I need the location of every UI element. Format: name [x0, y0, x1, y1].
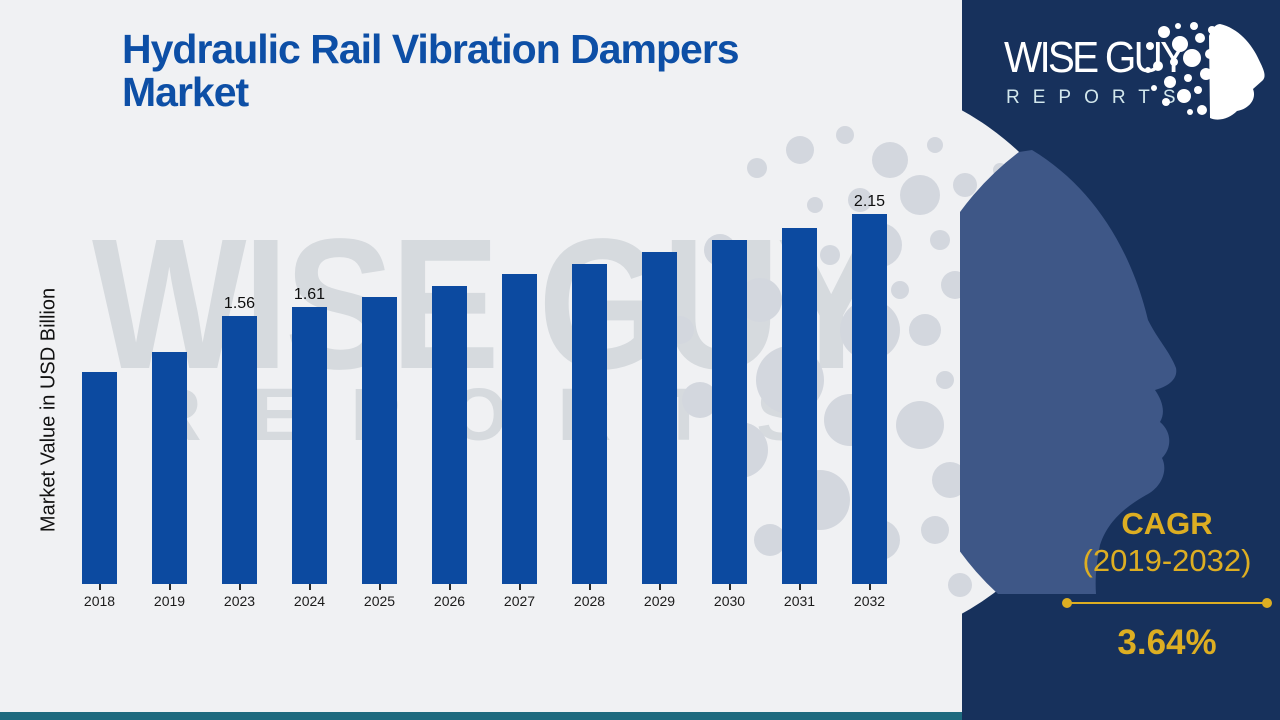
x-axis-tick	[448, 584, 451, 590]
bar-value-label: 1.56	[223, 295, 256, 312]
bar	[292, 307, 327, 584]
bar-value-label: 2.15	[853, 193, 886, 210]
cagr-divider	[1062, 597, 1272, 609]
face-profile-silhouette	[960, 150, 1177, 594]
x-axis-label: 2030	[713, 593, 746, 609]
bar-value-label: 1.61	[293, 286, 326, 303]
x-axis-label: 2032	[853, 593, 886, 609]
x-axis-tick	[378, 584, 381, 590]
x-axis-label: 2024	[293, 593, 326, 609]
cagr-value: 3.64%	[1117, 622, 1217, 662]
bar	[572, 264, 607, 584]
x-axis-tick	[168, 584, 171, 590]
divider-right-dot	[1262, 597, 1272, 608]
x-axis-label: 2026	[433, 593, 466, 609]
bar-chart: 2018 2019 2023 1.56 2024 1.61 2025 2026 2027 2028…	[82, 193, 887, 609]
x-axis-label: 2031	[783, 593, 816, 609]
cagr-period: (2019-2032)	[1082, 543, 1252, 579]
x-axis-label: 2025	[363, 593, 396, 609]
x-axis-tick	[238, 584, 241, 590]
x-axis-tick	[308, 584, 311, 590]
x-axis-label: 2028	[573, 593, 606, 609]
page-title: Hydraulic Rail Vibration Dampers Market	[122, 26, 740, 115]
x-axis-label: 2019	[153, 593, 186, 609]
divider-left-dot	[1062, 597, 1072, 608]
x-axis-label: 2027	[503, 593, 536, 609]
bottom-accent-strip	[0, 712, 1280, 720]
x-axis-tick	[798, 584, 801, 590]
x-axis-label: 2029	[643, 593, 676, 609]
bar	[222, 316, 257, 584]
x-axis-tick	[588, 584, 591, 590]
x-axis-tick	[728, 584, 731, 590]
bar	[852, 214, 887, 584]
x-axis-tick	[658, 584, 661, 590]
wiseguy-head-icon	[1145, 22, 1265, 120]
x-axis-tick	[98, 584, 101, 590]
bar	[362, 297, 397, 584]
bar	[642, 252, 677, 584]
x-axis-tick	[518, 584, 521, 590]
bar	[502, 274, 537, 584]
divider-line	[1068, 601, 1266, 604]
x-axis-label: 2023	[223, 593, 256, 609]
bar	[782, 228, 817, 584]
cagr-block: CAGR (2019-2032) 3.64%	[1062, 505, 1272, 663]
bar	[82, 372, 117, 584]
logo-wordmark: WISE GUY	[1004, 33, 1187, 82]
logo-subtext: REPORTS	[1006, 87, 1189, 108]
wiseguy-logo: WISE GUY REPORTS	[962, 0, 1280, 140]
cagr-label: CAGR	[1121, 506, 1213, 541]
x-axis-tick	[868, 584, 871, 590]
bar	[712, 240, 747, 584]
bar	[432, 286, 467, 584]
bar	[152, 352, 187, 584]
x-axis-label: 2018	[83, 593, 116, 609]
